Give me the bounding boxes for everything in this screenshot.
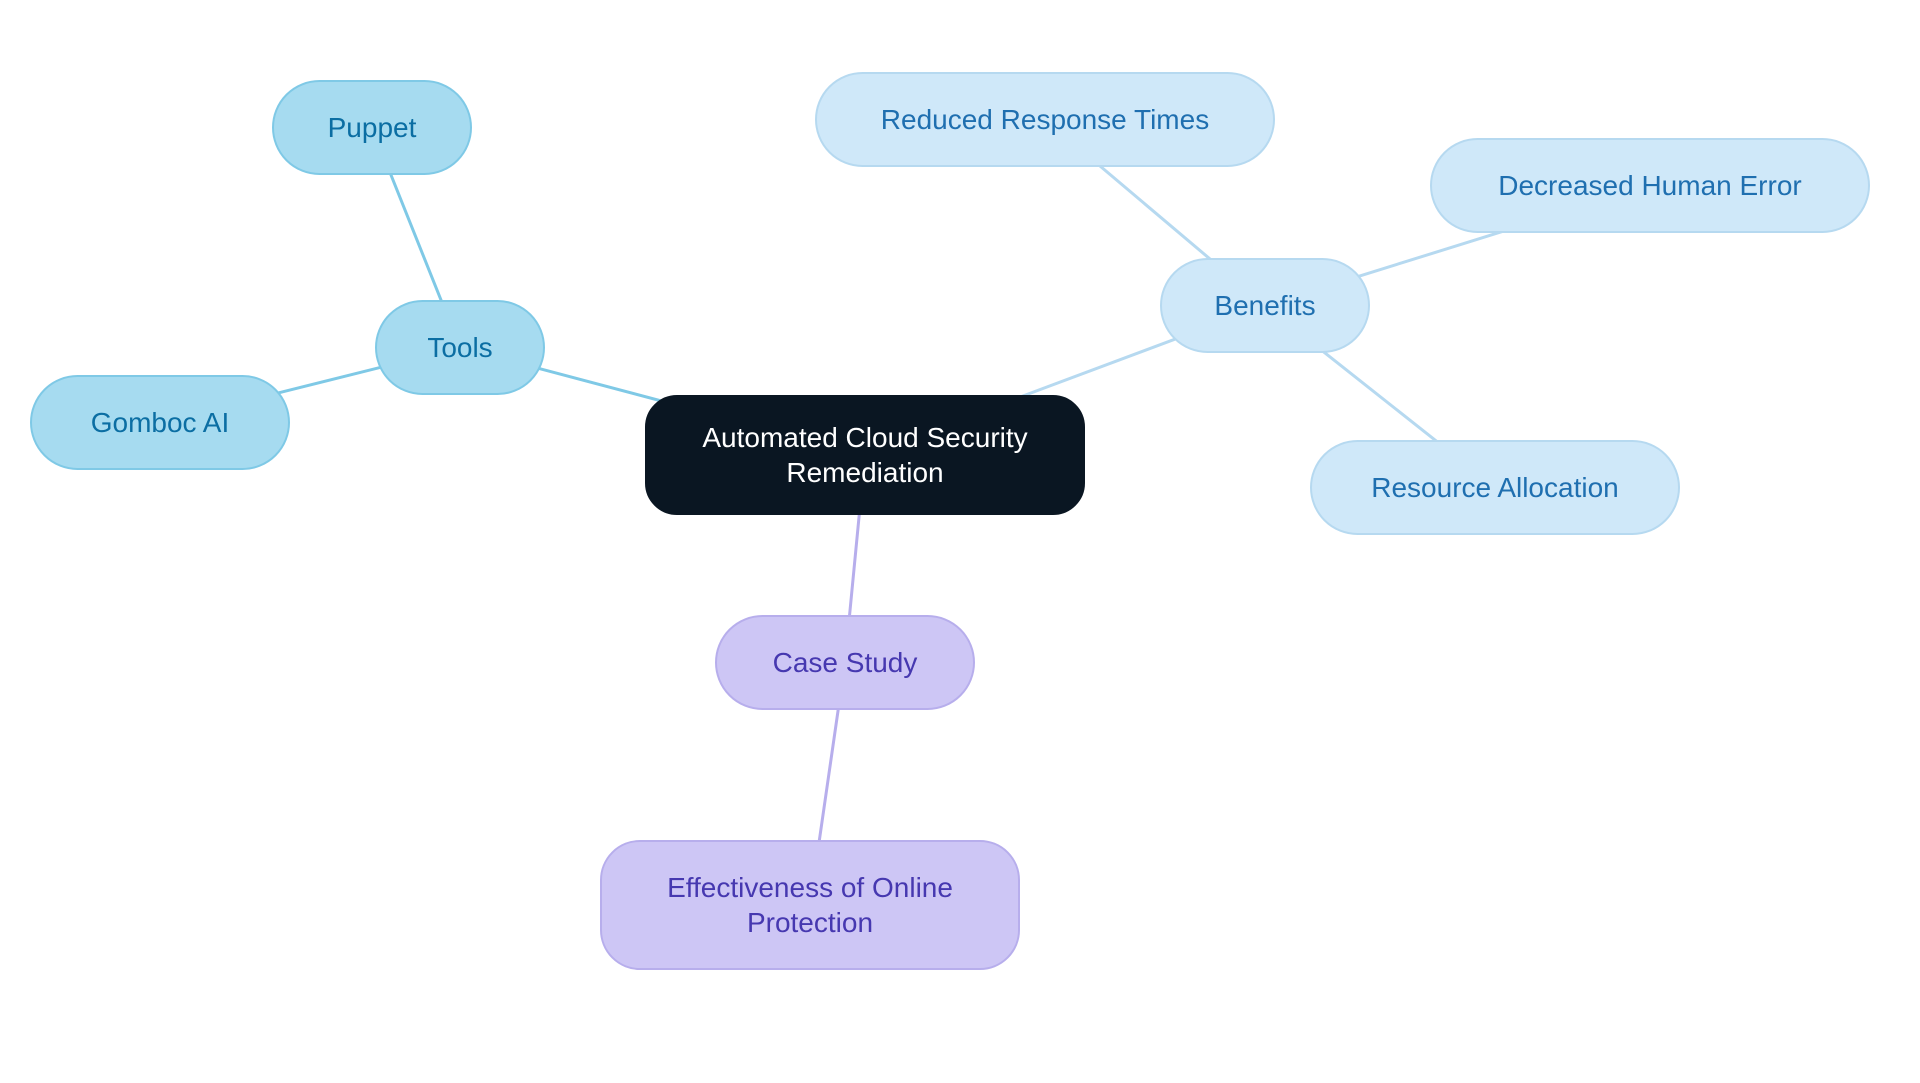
node-gomboc: Gomboc AI (30, 375, 290, 470)
diagram-canvas: Automated Cloud Security Remediation Tool… (0, 0, 1920, 1083)
node-human: Decreased Human Error (1430, 138, 1870, 233)
node-casestudy: Case Study (715, 615, 975, 710)
node-label: Effectiveness of Online Protection (667, 870, 953, 940)
node-reduced: Reduced Response Times (815, 72, 1275, 167)
node-label: Tools (427, 330, 492, 365)
node-label: Puppet (328, 110, 417, 145)
node-resource: Resource Allocation (1310, 440, 1680, 535)
node-label: Gomboc AI (91, 405, 230, 440)
node-benefits: Benefits (1160, 258, 1370, 353)
node-label: Case Study (773, 645, 918, 680)
node-label: Decreased Human Error (1498, 168, 1801, 203)
node-puppet: Puppet (272, 80, 472, 175)
node-label: Reduced Response Times (881, 102, 1209, 137)
node-label: Benefits (1214, 288, 1315, 323)
node-label: Resource Allocation (1371, 470, 1618, 505)
node-root: Automated Cloud Security Remediation (645, 395, 1085, 515)
node-tools: Tools (375, 300, 545, 395)
node-label: Automated Cloud Security Remediation (702, 420, 1027, 490)
node-effective: Effectiveness of Online Protection (600, 840, 1020, 970)
